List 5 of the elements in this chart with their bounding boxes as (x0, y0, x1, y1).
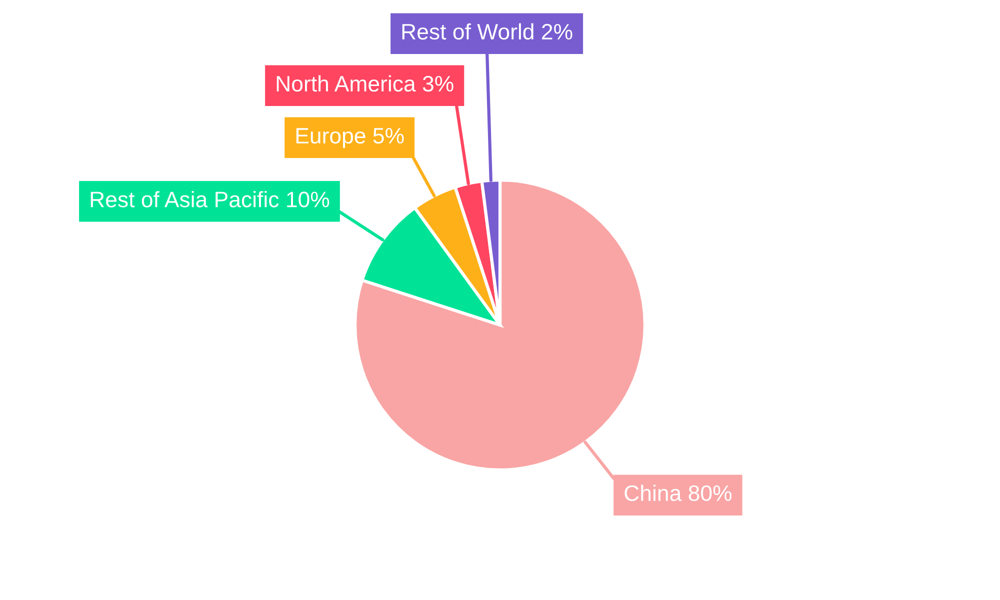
slice-label: North America 3% (276, 75, 454, 92)
slice-label: Europe 5% (296, 128, 404, 148)
slice-label: China 80% (624, 484, 732, 502)
slice-label: Rest of Asia Pacific 10% (90, 191, 330, 208)
slice-label: Rest of World 2% (402, 23, 572, 40)
